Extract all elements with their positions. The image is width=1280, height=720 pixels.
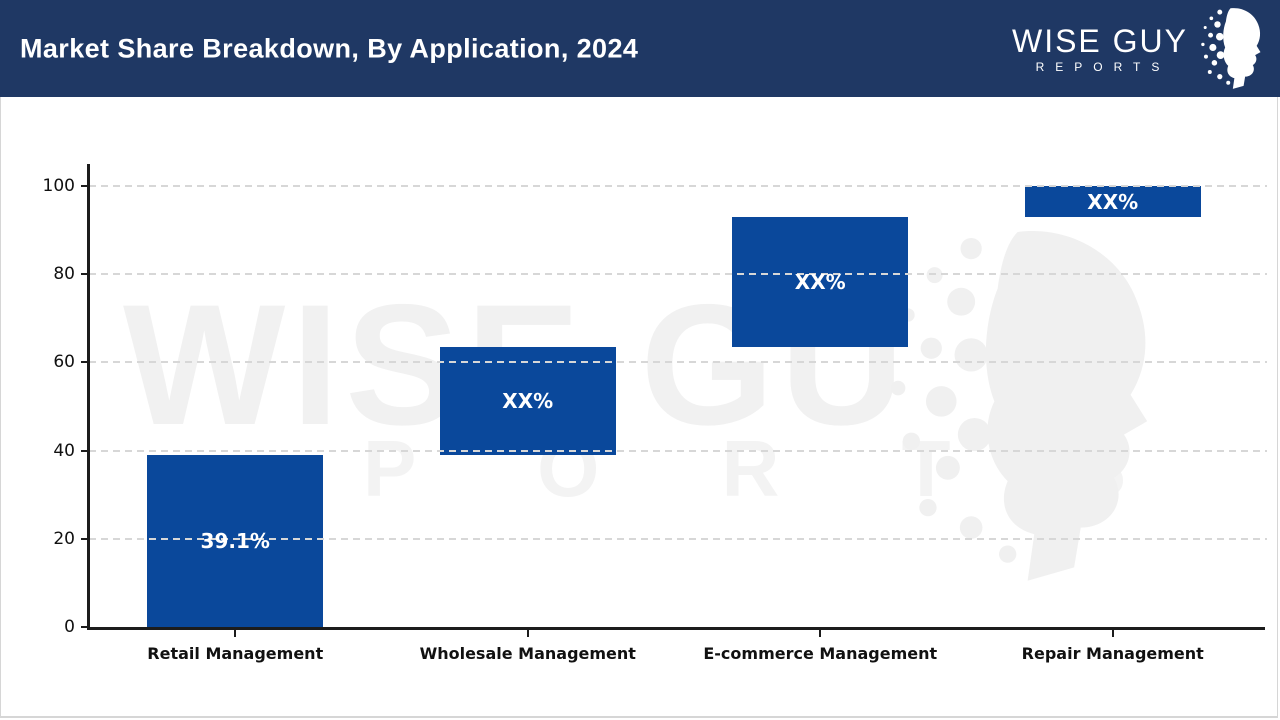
logo-wordmark: WISE GUY (1011, 23, 1188, 59)
bar-value-label: XX% (794, 270, 846, 295)
y-axis-tick (81, 626, 89, 628)
bar-value-label: 39.1% (200, 528, 270, 553)
bar-segment (1024, 186, 1201, 218)
y-axis-tick-label: 100 (42, 176, 75, 196)
x-axis-spine (87, 627, 1265, 630)
x-axis-tick (234, 629, 237, 637)
chart-title: Market Share Breakdown, By Application, … (20, 33, 639, 63)
y-axis-tick-label: 40 (53, 440, 75, 461)
x-axis-tick (526, 629, 529, 637)
bar-segment (439, 346, 616, 455)
gridline (89, 185, 1267, 187)
gridline (89, 537, 1267, 540)
y-axis-tick-label: 0 (64, 617, 75, 637)
bar-layer (1, 97, 1277, 716)
gridline (89, 449, 1267, 452)
chart-canvas: WISE GU P O R T S 0 20 40 60 80 100 39.1% Retai… (0, 97, 1278, 718)
bar-segment (147, 454, 324, 627)
gridline (89, 273, 1267, 276)
y-axis-spine (87, 164, 90, 629)
dotted-head-icon (1201, 8, 1261, 89)
axis-layer (1, 97, 1277, 716)
bar-segment (732, 217, 909, 347)
y-axis-tick-label: 80 (53, 264, 75, 285)
gridline (89, 361, 1267, 364)
logo-subtitle: REPORTS (1035, 60, 1171, 74)
y-axis-tick (81, 273, 89, 276)
y-axis-tick-label: 60 (53, 352, 75, 373)
bar-value-label: XX% (1087, 189, 1139, 214)
wise-guy-reports-logo: WISE GUY REPORTS (1012, 7, 1266, 91)
y-axis-tick (81, 537, 89, 540)
bar-value-label: XX% (502, 388, 554, 413)
y-axis-tick (81, 185, 89, 187)
y-axis-tick (81, 449, 89, 452)
x-axis-tick (819, 629, 822, 637)
gridline-layer (1, 97, 1277, 716)
logo-text: WISE GUY REPORTS (1012, 25, 1188, 73)
x-axis-category-label: E-commerce Management (703, 644, 938, 663)
x-axis-category-label: Wholesale Management (419, 644, 636, 663)
x-axis-category-label: Repair Management (1021, 644, 1204, 663)
label-layer: 0 20 40 60 80 100 39.1% Retail Management XX% Who… (1, 97, 1277, 716)
x-axis-tick (1111, 629, 1114, 637)
header-banner: Market Share Breakdown, By Application, … (0, 0, 1280, 97)
x-axis-category-label: Retail Management (147, 644, 324, 663)
y-axis-tick-label: 20 (53, 528, 75, 549)
y-axis-tick (81, 361, 89, 364)
